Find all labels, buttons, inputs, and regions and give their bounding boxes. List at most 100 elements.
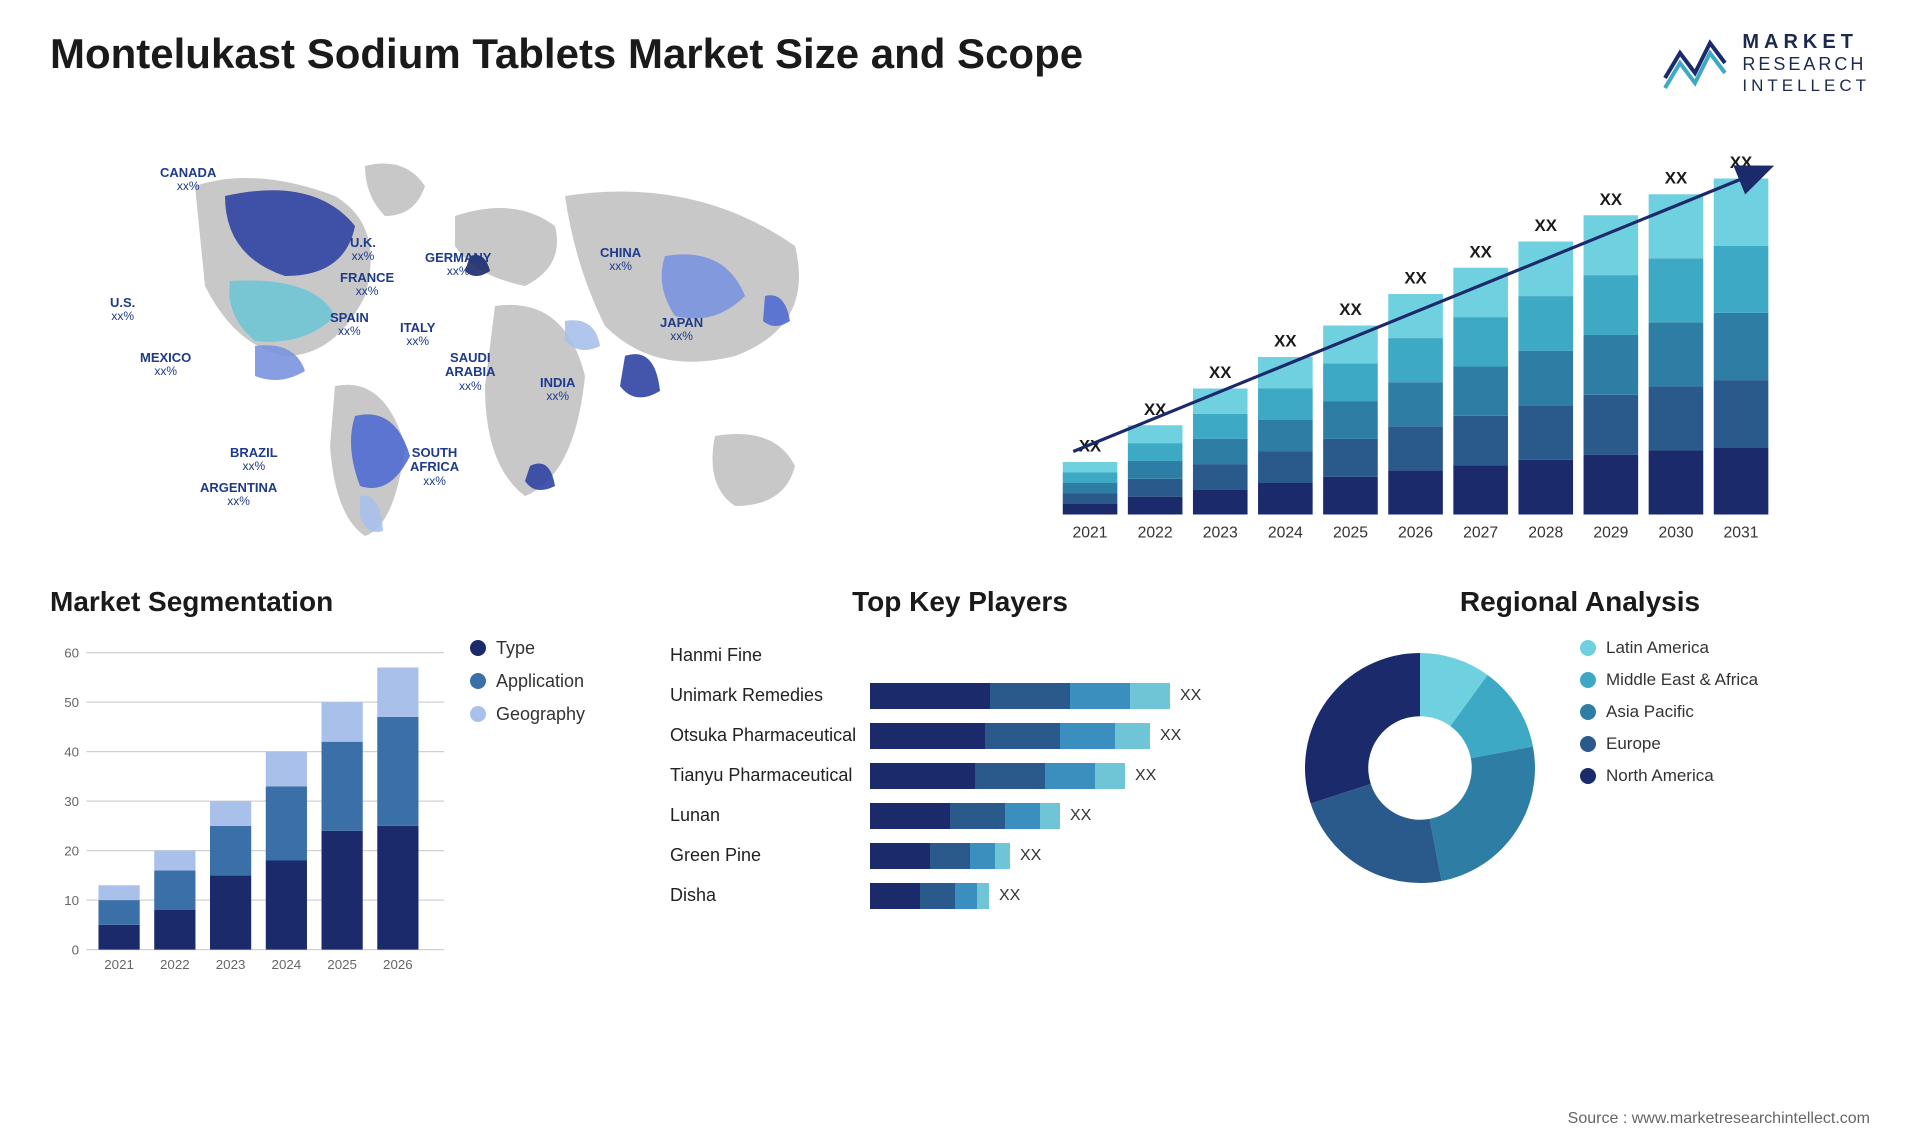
svg-text:XX: XX [1339, 300, 1362, 319]
logo-line3: INTELLECT [1742, 76, 1870, 96]
players-title: Top Key Players [670, 586, 1250, 618]
player-value: XX [1160, 727, 1181, 745]
player-label: Tianyu Pharmaceutical [670, 765, 870, 786]
logo-line1: MARKET [1742, 30, 1870, 54]
player-bar [870, 803, 1060, 829]
svg-text:50: 50 [64, 695, 79, 710]
svg-text:XX: XX [1274, 331, 1297, 350]
svg-text:2027: 2027 [1463, 525, 1498, 542]
svg-text:40: 40 [64, 744, 79, 759]
svg-text:2024: 2024 [1268, 525, 1303, 542]
svg-text:XX: XX [1535, 216, 1558, 235]
svg-text:2026: 2026 [383, 957, 413, 972]
map-label: ARGENTINAxx% [200, 481, 277, 508]
map-label: U.K.xx% [350, 236, 376, 263]
map-label: SAUDIARABIAxx% [445, 351, 496, 393]
regional-title: Regional Analysis [1290, 586, 1870, 618]
player-bar [870, 683, 1170, 709]
svg-text:2025: 2025 [327, 957, 357, 972]
player-bar [870, 843, 1010, 869]
map-label: FRANCExx% [340, 271, 394, 298]
players-list: Hanmi FineUnimark RemediesXXOtsuka Pharm… [670, 638, 1250, 914]
player-value: XX [1135, 767, 1156, 785]
svg-text:2025: 2025 [1333, 525, 1368, 542]
brand-logo: MARKET RESEARCH INTELLECT [1660, 30, 1870, 96]
map-label: U.S.xx% [110, 296, 135, 323]
player-label: Green Pine [670, 845, 870, 866]
legend-item: Geography [470, 704, 630, 725]
players-panel: Top Key Players Hanmi Fine Unimark Remedi… [670, 586, 1250, 966]
map-label: SOUTHAFRICAxx% [410, 446, 459, 488]
player-value: XX [1070, 807, 1091, 825]
player-label: Hanmi Fine [670, 645, 870, 666]
svg-text:10: 10 [64, 893, 79, 908]
legend-item: Asia Pacific [1580, 702, 1758, 722]
player-row: Green Pine XX [670, 838, 1250, 874]
svg-text:30: 30 [64, 794, 79, 809]
svg-text:XX: XX [1404, 268, 1427, 287]
svg-text:XX: XX [1600, 190, 1623, 209]
player-value: XX [1180, 687, 1201, 705]
svg-text:2021: 2021 [1073, 525, 1108, 542]
legend-item: North America [1580, 766, 1758, 786]
map-label: CHINAxx% [600, 246, 641, 273]
map-label: MEXICOxx% [140, 351, 191, 378]
player-bar [870, 723, 1150, 749]
player-label: Disha [670, 885, 870, 906]
svg-text:XX: XX [1209, 363, 1232, 382]
legend-item: Type [470, 638, 630, 659]
page-title: Montelukast Sodium Tablets Market Size a… [50, 30, 1083, 78]
svg-text:2021: 2021 [104, 957, 134, 972]
player-row: Tianyu Pharmaceutical XX [670, 758, 1250, 794]
player-row: Hanmi Fine [670, 638, 1250, 674]
svg-text:XX: XX [1469, 242, 1492, 261]
svg-text:2026: 2026 [1398, 525, 1433, 542]
top-row: CANADAxx% U.S.xx% MEXICOxx% BRAZILxx% ARGENT… [50, 126, 1870, 546]
header: Montelukast Sodium Tablets Market Size a… [50, 30, 1870, 96]
map-label: ITALYxx% [400, 321, 435, 348]
source-label: Source : www.marketresearchintellect.com [1568, 1110, 1870, 1128]
map-label: SPAINxx% [330, 311, 369, 338]
player-bar [870, 883, 989, 909]
legend-item: Middle East & Africa [1580, 670, 1758, 690]
player-value: XX [1020, 847, 1041, 865]
map-label: GERMANYxx% [425, 251, 491, 278]
player-row: Otsuka Pharmaceutical XX [670, 718, 1250, 754]
svg-text:0: 0 [72, 942, 79, 957]
bottom-row: Market Segmentation 01020304050602021202… [50, 586, 1870, 966]
svg-text:20: 20 [64, 843, 79, 858]
segmentation-chart: 0102030405060202120222023202420252026 [50, 638, 450, 982]
player-bar [870, 763, 1125, 789]
map-label: BRAZILxx% [230, 446, 278, 473]
regional-donut [1290, 638, 1550, 898]
segmentation-title: Market Segmentation [50, 586, 630, 618]
svg-text:2023: 2023 [216, 957, 246, 972]
regional-legend: Latin America Middle East & Africa Asia Pa… [1580, 638, 1758, 798]
growth-chart: XX 2021 XX 2022 XX 2023 XX 2024 XX 2025 XX 2026 XX 20… [980, 126, 1870, 546]
logo-line2: RESEARCH [1742, 54, 1870, 76]
segmentation-legend: Type Application Geography [470, 638, 630, 982]
svg-text:60: 60 [64, 645, 79, 660]
player-value: XX [999, 887, 1020, 905]
regional-panel: Regional Analysis Latin America Middle Ea… [1290, 586, 1870, 966]
player-row: Disha XX [670, 878, 1250, 914]
legend-item: Latin America [1580, 638, 1758, 658]
legend-item: Application [470, 671, 630, 692]
svg-text:XX: XX [1665, 169, 1688, 188]
player-label: Lunan [670, 805, 870, 826]
player-label: Otsuka Pharmaceutical [670, 725, 870, 746]
player-row: Lunan XX [670, 798, 1250, 834]
svg-text:2023: 2023 [1203, 525, 1238, 542]
svg-text:2030: 2030 [1658, 525, 1693, 542]
player-row: Unimark Remedies XX [670, 678, 1250, 714]
map-label: CANADAxx% [160, 166, 216, 193]
svg-text:2022: 2022 [1138, 525, 1173, 542]
map-label: JAPANxx% [660, 316, 703, 343]
svg-text:2031: 2031 [1724, 525, 1759, 542]
player-label: Unimark Remedies [670, 685, 870, 706]
svg-text:2029: 2029 [1593, 525, 1628, 542]
svg-text:XX: XX [1730, 153, 1753, 172]
svg-text:2028: 2028 [1528, 525, 1563, 542]
logo-icon [1660, 33, 1730, 93]
map-label: INDIAxx% [540, 376, 575, 403]
